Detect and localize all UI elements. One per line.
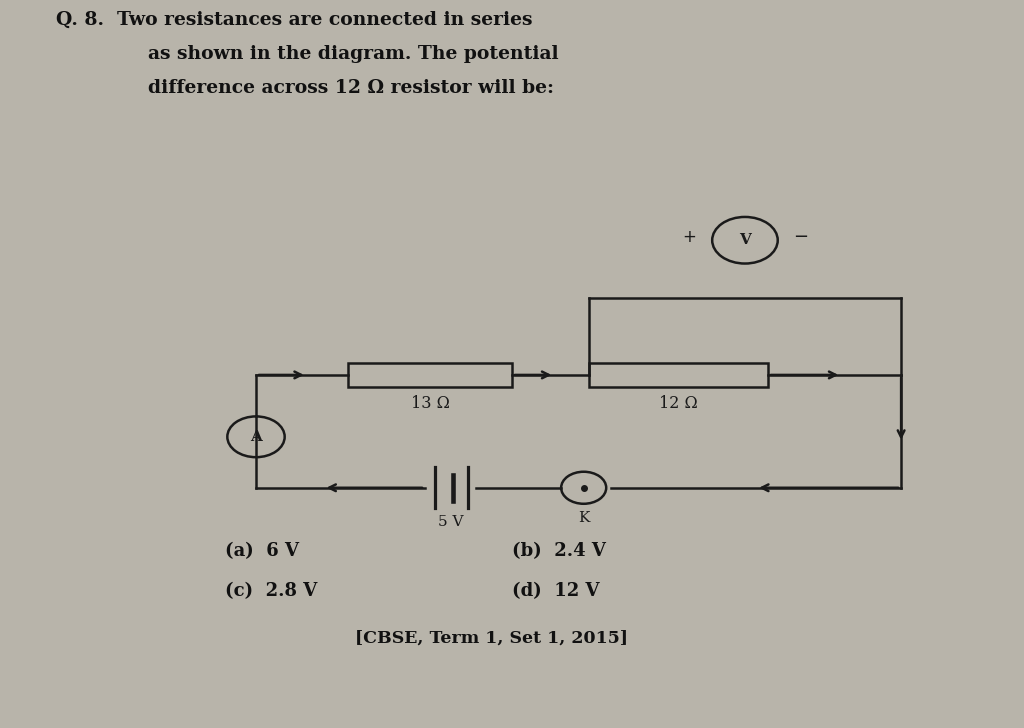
Text: [CBSE, Term 1, Set 1, 2015]: [CBSE, Term 1, Set 1, 2015]	[355, 630, 628, 646]
Circle shape	[561, 472, 606, 504]
Text: (b)  2.4 V: (b) 2.4 V	[512, 542, 606, 561]
Text: −: −	[793, 229, 808, 246]
Text: (c)  2.8 V: (c) 2.8 V	[225, 582, 317, 601]
Text: (d)  12 V: (d) 12 V	[512, 582, 599, 601]
Text: A: A	[250, 430, 262, 444]
Text: K: K	[578, 511, 590, 525]
Bar	[348, 363, 512, 387]
Circle shape	[227, 416, 285, 457]
Text: V: V	[739, 233, 751, 248]
Text: +: +	[683, 229, 696, 246]
Text: difference across 12 Ω resistor will be:: difference across 12 Ω resistor will be:	[148, 79, 554, 97]
Text: 12 Ω: 12 Ω	[659, 395, 697, 412]
Text: Q. 8.  Two resistances are connected in series: Q. 8. Two resistances are connected in s…	[56, 11, 532, 29]
Text: (a)  6 V: (a) 6 V	[225, 542, 299, 561]
Text: as shown in the diagram. The potential: as shown in the diagram. The potential	[148, 45, 559, 63]
Circle shape	[713, 217, 778, 264]
Bar	[589, 363, 768, 387]
Text: 13 Ω: 13 Ω	[411, 395, 450, 412]
Text: 5 V: 5 V	[438, 515, 463, 529]
